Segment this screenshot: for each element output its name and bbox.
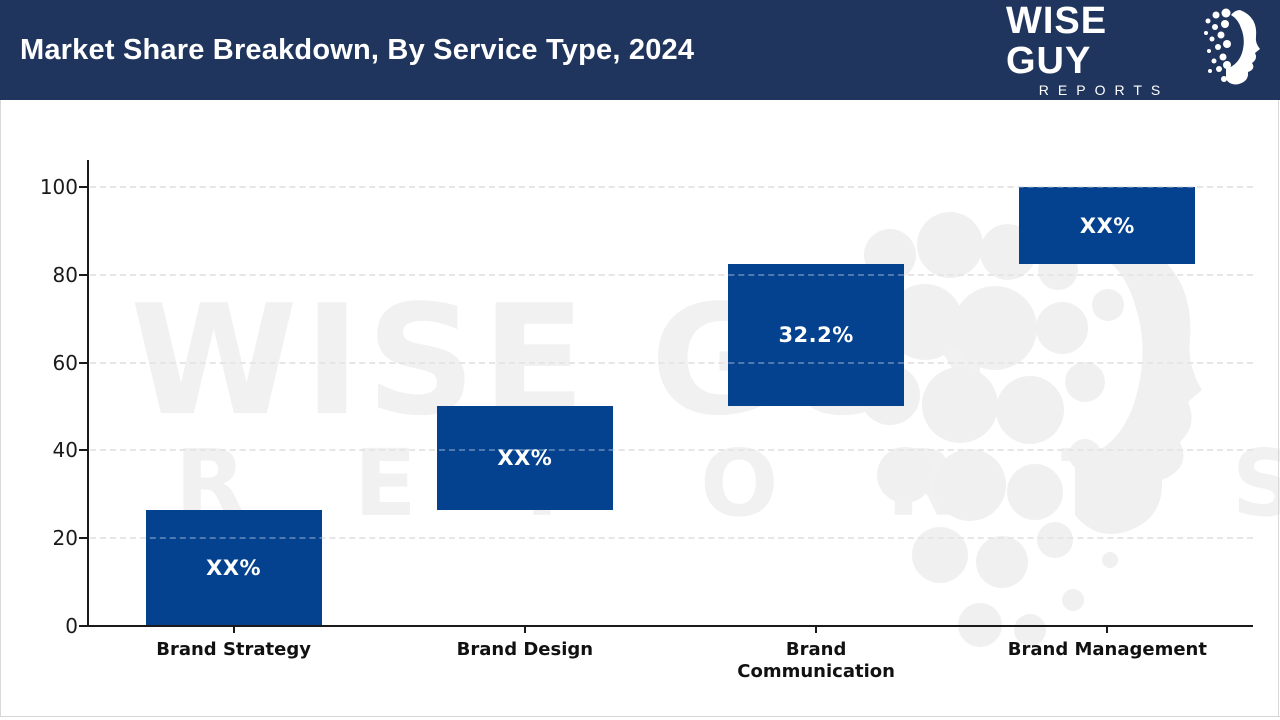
x-axis-category-label: Brand Communication (737, 639, 895, 682)
bar-value-label: XX% (206, 555, 262, 580)
card-border-right (1278, 100, 1279, 717)
gridline-overlay (90, 537, 1253, 540)
x-axis-category-label: Brand Design (456, 639, 594, 660)
bar-value-label: XX% (1079, 213, 1135, 238)
x-axis-tick-mark (232, 627, 235, 633)
logo-text: WISE GUY REPORTS (1006, 0, 1198, 99)
y-axis-spine (87, 160, 89, 627)
bar-value-label: 32.2% (778, 322, 854, 347)
gridline (90, 537, 1253, 540)
gridline-overlay (90, 186, 1253, 188)
gridline (90, 449, 1253, 452)
y-axis-tick-mark (79, 625, 87, 627)
bar-brand-design: XX% (436, 405, 613, 510)
bar-brand-strategy: XX% (145, 509, 322, 626)
logo-subtitle: REPORTS (1038, 82, 1170, 99)
y-axis-tick-label: 20 (52, 526, 78, 551)
x-axis-category-label: Brand Strategy (156, 639, 311, 660)
logo-wordmark: WISE GUY (1006, 0, 1108, 82)
bar-brand-management: XX% (1019, 187, 1196, 265)
bar-value-label: XX% (497, 445, 553, 470)
y-axis-tick-mark (79, 186, 87, 188)
y-axis-tick-label: 80 (52, 262, 78, 287)
y-axis-tick-label: 40 (52, 438, 78, 463)
gridline (90, 186, 1253, 188)
bar-brand-communication: 32.2% (728, 264, 905, 406)
y-axis-tick-mark (79, 537, 87, 540)
x-axis-tick-mark (815, 627, 818, 633)
watermark-head-dots (860, 212, 1202, 647)
page-title: Market Share Breakdown, By Service Type,… (20, 33, 695, 66)
gridline (90, 273, 1253, 276)
gridline-overlay (90, 449, 1253, 452)
x-axis-category-label: Brand Management (1007, 639, 1207, 660)
gridline-overlay (90, 361, 1253, 364)
y-axis-tick-mark (79, 449, 87, 452)
x-axis-line (86, 625, 1253, 627)
card-border-bottom (0, 716, 1280, 717)
y-axis-tick-mark (79, 273, 87, 276)
wise-guy-reports-logo: WISE GUY REPORTS (1006, 1, 1266, 98)
gridline (90, 361, 1253, 364)
y-axis-tick-label: 0 (65, 614, 78, 638)
header-bar: Market Share Breakdown, By Service Type,… (0, 0, 1280, 100)
card-border-left (0, 100, 1, 717)
y-axis-tick-label: 60 (52, 350, 78, 375)
x-axis-tick-mark (1106, 627, 1109, 633)
y-axis-tick-label: 100 (39, 175, 78, 199)
y-axis-tick-mark (79, 361, 87, 364)
gridline-overlay (90, 273, 1253, 276)
x-axis-tick-mark (523, 627, 526, 633)
logo-head-icon (1204, 8, 1260, 85)
